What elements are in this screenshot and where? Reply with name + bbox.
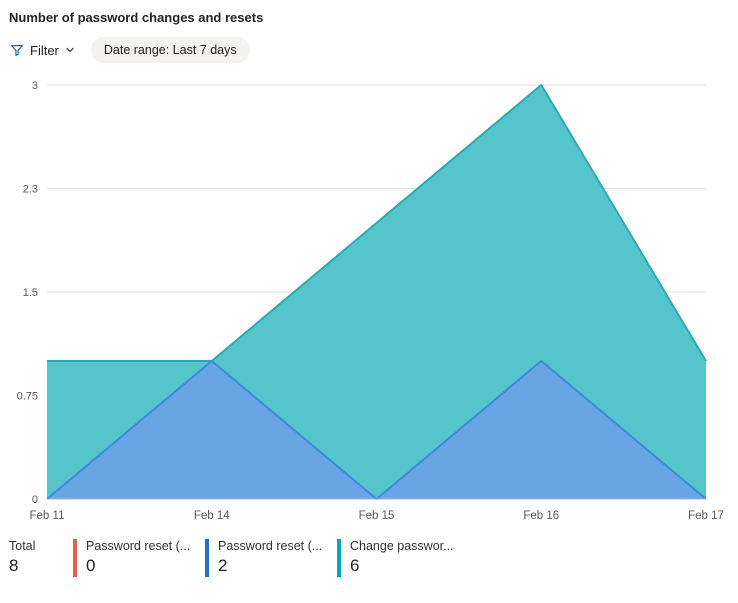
svg-text:Feb 11: Feb 11 (30, 510, 65, 522)
svg-text:Feb 15: Feb 15 (359, 510, 395, 522)
chevron-down-icon (65, 45, 75, 55)
svg-text:2.3: 2.3 (23, 184, 38, 196)
svg-text:1.5: 1.5 (23, 287, 38, 299)
date-range-chip[interactable]: Date range: Last 7 days (90, 37, 250, 63)
legend: Total 8 Password reset (... 0 Password res… (9, 539, 738, 577)
svg-text:Feb 16: Feb 16 (523, 510, 559, 522)
legend-swatch (73, 539, 77, 577)
chart-canvas: 0 0.75 1.5 2.3 3 Feb 11 Feb 14 Feb 15 Feb 16 Feb … (17, 80, 724, 522)
svg-text:Feb 14: Feb 14 (194, 510, 230, 522)
legend-items: Password reset (... 0 Password reset (... 2… (73, 539, 454, 577)
svg-text:0.75: 0.75 (17, 391, 38, 403)
legend-item-value: 6 (350, 556, 360, 575)
page-title: Number of password changes and resets (9, 10, 264, 25)
legend-swatch (337, 539, 341, 577)
legend-total-value: 8 (9, 556, 19, 575)
legend-total: Total 8 (9, 539, 57, 576)
legend-item[interactable]: Password reset (... 2 (205, 539, 323, 577)
area-chart: 0 0.75 1.5 2.3 3 Feb 11 Feb 14 Feb 15 Feb 16 Feb … (0, 67, 738, 529)
svg-text:Feb 17: Feb 17 (688, 510, 724, 522)
filter-icon (10, 43, 24, 57)
filter-button[interactable]: Filter (6, 39, 79, 62)
legend-item-value: 0 (86, 556, 96, 575)
svg-text:0: 0 (32, 494, 38, 506)
password-changes-card: Number of password changes and resets Fi… (0, 10, 738, 577)
legend-item-value: 2 (218, 556, 228, 575)
legend-swatch (205, 539, 209, 577)
toolbar: Filter Date range: Last 7 days (6, 37, 738, 63)
svg-text:3: 3 (32, 80, 38, 92)
legend-item-label: Change passwor... (350, 539, 454, 553)
legend-item[interactable]: Change passwor... 6 (337, 539, 454, 577)
legend-total-label: Total (9, 539, 36, 553)
legend-item[interactable]: Password reset (... 0 (73, 539, 191, 577)
filter-label: Filter (30, 42, 59, 58)
legend-item-label: Password reset (... (86, 539, 191, 553)
legend-item-label: Password reset (... (218, 539, 323, 553)
